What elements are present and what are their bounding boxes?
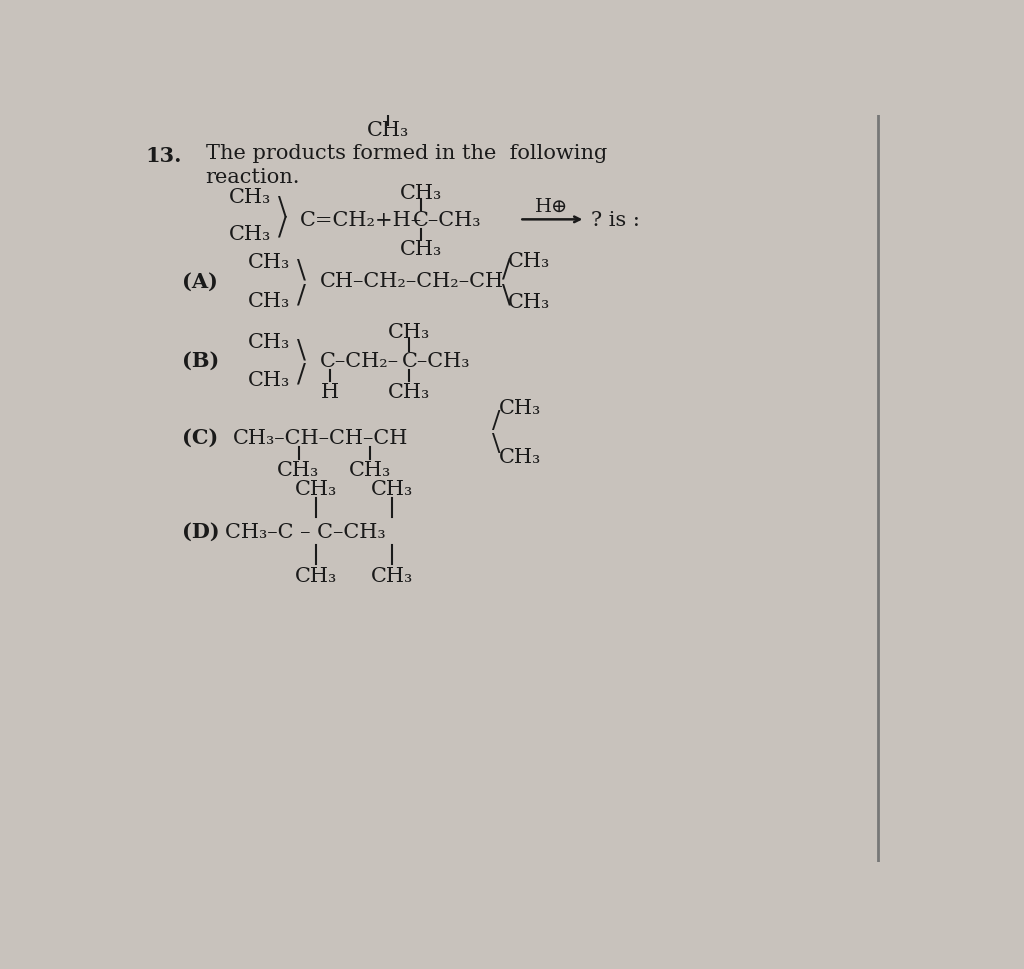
- Text: (D): (D): [182, 521, 220, 542]
- Text: ? is :: ? is :: [591, 210, 640, 230]
- Text: 13.: 13.: [145, 146, 181, 167]
- Text: CH₃: CH₃: [399, 184, 442, 203]
- Text: CH₃: CH₃: [508, 251, 550, 270]
- Text: CH₃: CH₃: [508, 293, 550, 312]
- Text: (B): (B): [182, 351, 219, 371]
- Text: CH₃: CH₃: [228, 225, 271, 243]
- Text: \: \: [278, 195, 287, 220]
- Text: CH₃: CH₃: [388, 322, 430, 341]
- Text: \: \: [297, 258, 306, 283]
- Text: CH₃: CH₃: [388, 382, 430, 401]
- Text: CH₃: CH₃: [399, 240, 442, 259]
- Text: /: /: [278, 214, 287, 238]
- Text: C–CH₂–: C–CH₂–: [321, 352, 399, 370]
- Text: (C): (C): [182, 428, 218, 448]
- Text: CH₃: CH₃: [499, 448, 541, 466]
- Text: \: \: [493, 432, 501, 455]
- Text: C–CH₃: C–CH₃: [401, 352, 470, 370]
- Text: /: /: [297, 282, 306, 307]
- Text: CH₃: CH₃: [248, 370, 291, 390]
- Text: CH–CH₂–CH₂–CH: CH–CH₂–CH₂–CH: [321, 272, 505, 291]
- Text: (A): (A): [182, 271, 218, 292]
- Text: CH₃: CH₃: [499, 399, 541, 418]
- Text: CH₃: CH₃: [371, 566, 413, 585]
- Text: C–CH₃: C–CH₃: [414, 210, 481, 230]
- Text: reaction.: reaction.: [206, 169, 300, 187]
- Text: CH₃: CH₃: [228, 188, 271, 206]
- Text: \: \: [297, 337, 306, 361]
- Text: CH₃: CH₃: [349, 460, 391, 480]
- Text: CH₃: CH₃: [278, 460, 319, 480]
- Text: /: /: [502, 256, 510, 281]
- Text: \: \: [502, 282, 510, 307]
- Text: CH₃: CH₃: [371, 480, 413, 499]
- Text: CH₃: CH₃: [248, 332, 291, 351]
- Text: CH₃: CH₃: [295, 480, 337, 499]
- Text: CH₃: CH₃: [367, 120, 409, 140]
- Text: CH₃–CH–CH–CH: CH₃–CH–CH–CH: [232, 428, 408, 448]
- Text: The products formed in the  following: The products formed in the following: [206, 143, 607, 163]
- Text: H⊕: H⊕: [536, 198, 568, 215]
- Text: C=CH₂+H–: C=CH₂+H–: [300, 210, 422, 230]
- Text: H: H: [321, 382, 339, 401]
- Text: CH₃: CH₃: [248, 292, 291, 310]
- Text: CH₃–C – C–CH₃: CH₃–C – C–CH₃: [225, 522, 385, 541]
- Text: CH₃: CH₃: [295, 566, 337, 585]
- Text: /: /: [297, 361, 306, 387]
- Text: CH₃: CH₃: [248, 253, 291, 272]
- Text: /: /: [493, 409, 501, 432]
